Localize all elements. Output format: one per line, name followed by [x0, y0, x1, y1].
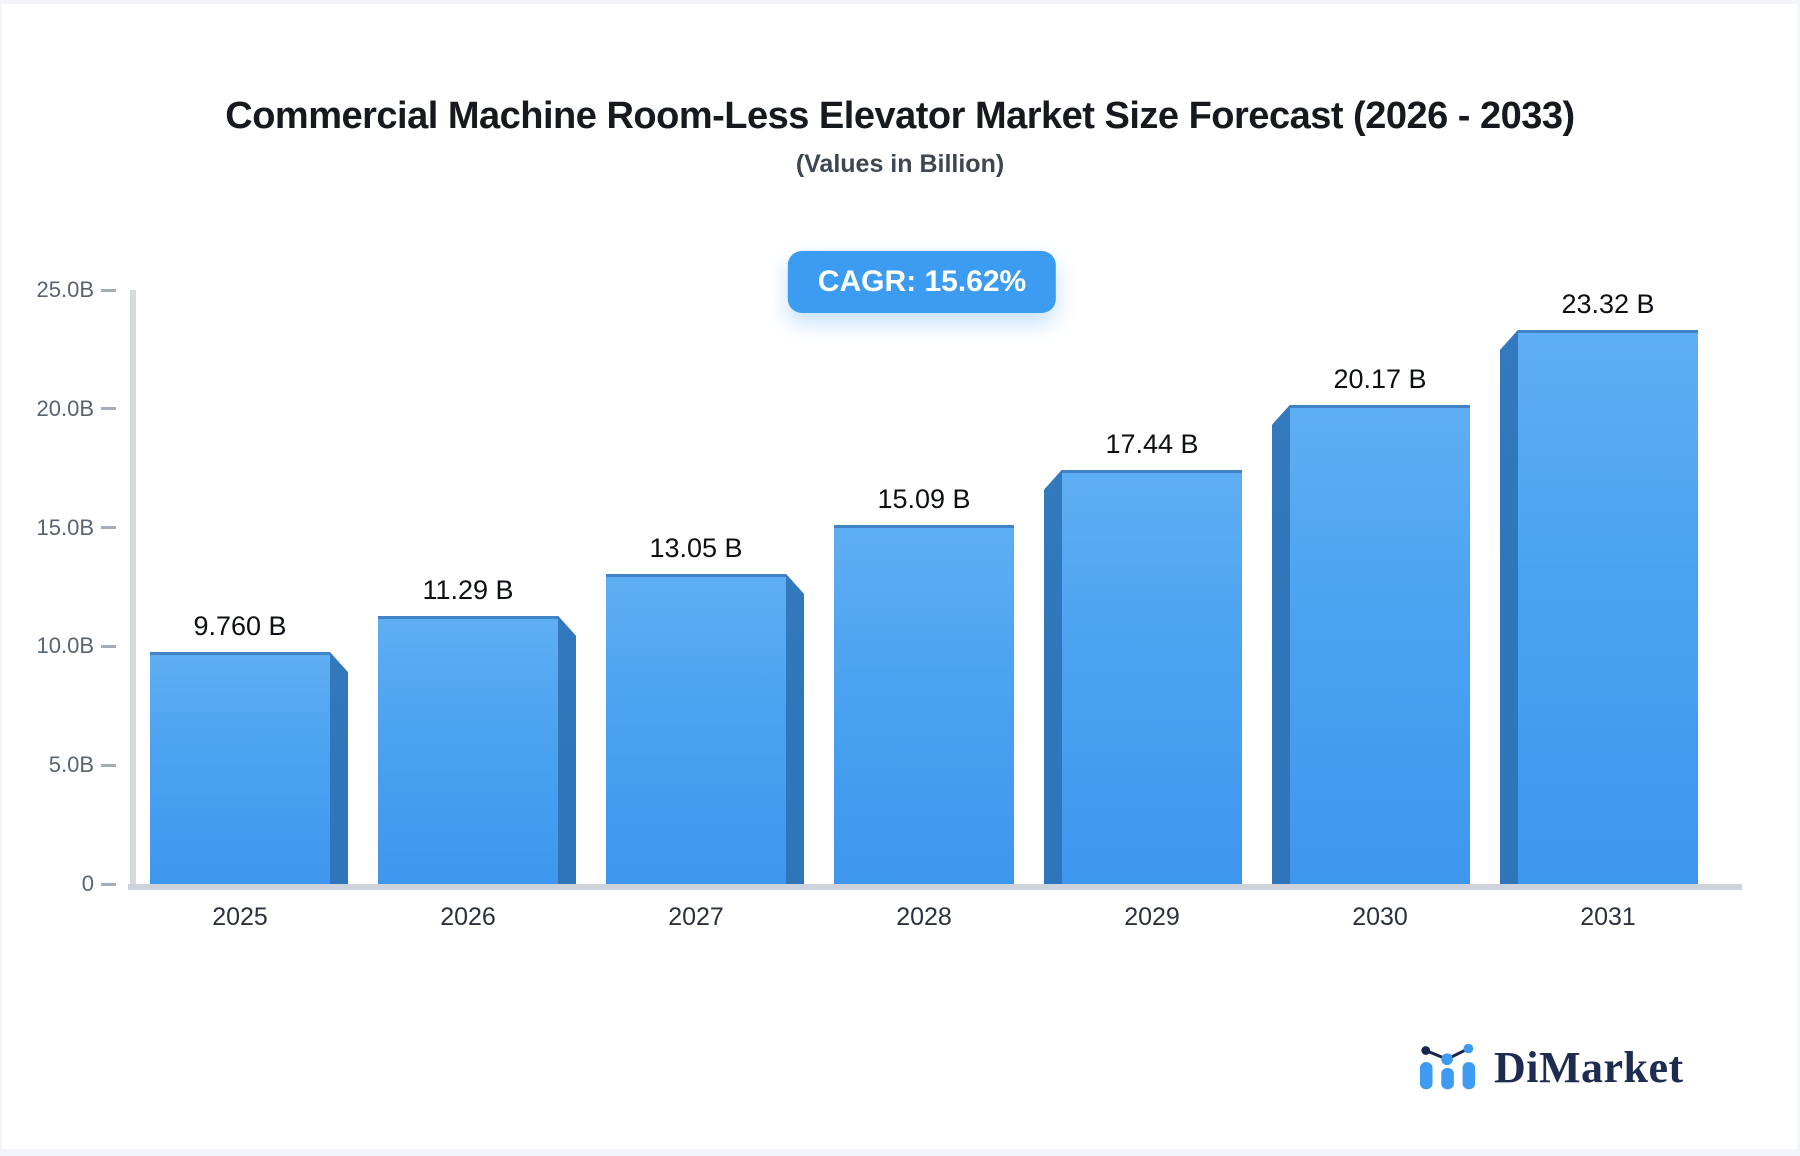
x-axis-label: 2029 [1124, 903, 1180, 931]
y-axis-tick [101, 288, 116, 292]
x-axis-label: 2026 [440, 903, 496, 931]
bar-side-face [1500, 329, 1518, 884]
bar-side-face [330, 652, 348, 884]
x-axis-label: 2030 [1352, 903, 1408, 931]
bar-2030 [1290, 404, 1470, 884]
bar-value-label: 17.44 B [1105, 428, 1199, 459]
y-axis-tick-label: 15.0B [36, 514, 95, 540]
dimarket-logo: DiMarket [1418, 1040, 1684, 1092]
y-axis-tick-label: 5.0B [48, 752, 94, 778]
y-axis-tick-label: 0 [81, 871, 94, 896]
top-edge-strip [0, 0, 1800, 4]
bar-side-face [1044, 469, 1062, 884]
y-axis-tick-label: 20.0B [36, 395, 95, 421]
bar-2025 [150, 652, 330, 884]
bar-value-label: 9.760 B [193, 611, 287, 642]
bar-value-label: 15.09 B [877, 484, 971, 515]
left-edge-strip [0, 0, 2, 1156]
y-axis-tick [101, 644, 116, 648]
y-axis-tick [101, 526, 116, 530]
bar-side-face [558, 615, 576, 884]
mini-bar-chart-with-trendline-icon [1419, 1043, 1476, 1090]
x-axis-label: 2027 [668, 903, 724, 931]
bar-2029 [1062, 469, 1242, 884]
bar-2028 [834, 525, 1014, 884]
cagr-badge: CAGR: 15.62% [787, 251, 1057, 313]
chart-title: Commercial Machine Room-Less Elevator Ma… [225, 95, 1575, 137]
bar-value-label: 23.32 B [1561, 288, 1655, 319]
right-edge-strip [1797, 0, 1800, 1156]
x-axis-label: 2025 [212, 903, 268, 931]
y-axis-tick-label: 25.0B [36, 277, 95, 302]
bottom-edge-strip [0, 1149, 1800, 1156]
y-axis-tick [101, 882, 116, 886]
bar-2026 [378, 615, 558, 884]
bar-value-label: 20.17 B [1333, 363, 1427, 394]
y-axis-tick [101, 763, 116, 767]
bar-side-face [786, 573, 804, 884]
logo-text: DiMarket [1494, 1043, 1684, 1092]
y-axis-tick [101, 407, 116, 411]
x-axis-label: 2028 [896, 903, 952, 931]
y-axis-tick-label: 10.0B [36, 633, 95, 659]
bar-2031 [1518, 329, 1698, 884]
bar-2027 [606, 573, 786, 884]
x-axis-baseline [128, 884, 1742, 890]
bar-side-face [1272, 404, 1290, 884]
bar-value-label: 13.05 B [649, 532, 743, 563]
chart-subtitle: (Values in Billion) [795, 150, 1005, 178]
bar-value-label: 11.29 B [422, 574, 514, 605]
x-axis-label: 2031 [1580, 903, 1636, 931]
y-axis-line [130, 290, 136, 890]
